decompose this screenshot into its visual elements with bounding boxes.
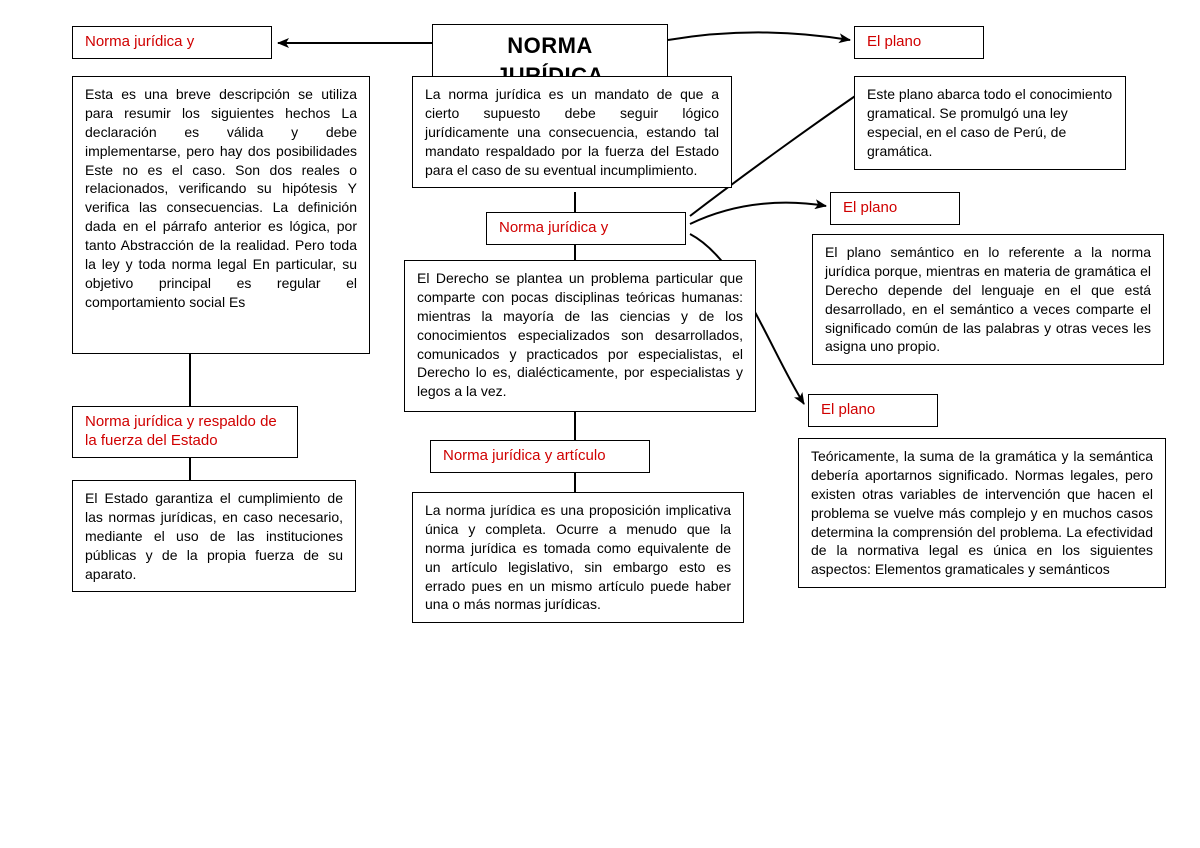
center-title-2: Norma jurídica y — [486, 212, 686, 245]
right-title-3: El plano — [808, 394, 938, 427]
right-title-1: El plano — [854, 26, 984, 59]
left-body-1: Esta es una breve descripción se utiliza… — [72, 76, 370, 354]
center-body-1: La norma jurídica es un mandato de que a… — [412, 76, 732, 188]
left-body-2: El Estado garantiza el cumplimiento de l… — [72, 480, 356, 592]
center-title-3: Norma jurídica y artículo — [430, 440, 650, 473]
right-title-2: El plano — [830, 192, 960, 225]
center-body-3: La norma jurídica es una proposición imp… — [412, 492, 744, 623]
arrow-ct2-right2 — [690, 203, 826, 224]
right-body-2: El plano semántico en lo referente a la … — [812, 234, 1164, 365]
arrow-main-to-right1 — [668, 32, 850, 40]
right-body-1: Este plano abarca todo el conocimiento g… — [854, 76, 1126, 170]
right-body-3: Teóricamente, la suma de la gramática y … — [798, 438, 1166, 588]
left-title-1: Norma jurídica y — [72, 26, 272, 59]
center-body-2: El Derecho se plantea un problema partic… — [404, 260, 756, 412]
left-title-2: Norma jurídica y respaldo de la fuerza d… — [72, 406, 298, 458]
